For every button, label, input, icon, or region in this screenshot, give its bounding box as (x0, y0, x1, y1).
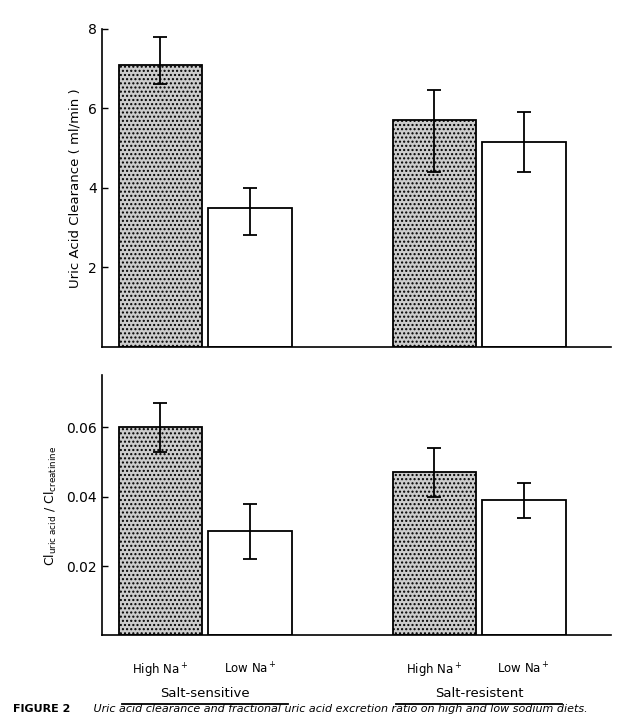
Bar (208, 531, 292, 635)
Text: Low Na$^+$: Low Na$^+$ (223, 378, 276, 393)
Text: FIGURE 2: FIGURE 2 (13, 704, 70, 714)
Bar (392, 120, 476, 347)
Bar (118, 427, 202, 635)
Bar (118, 65, 202, 347)
Text: High Na$^+$: High Na$^+$ (132, 661, 189, 679)
Text: High Na$^+$: High Na$^+$ (406, 378, 462, 396)
Text: Low Na$^+$: Low Na$^+$ (497, 661, 550, 677)
Y-axis label: $\mathrm{Cl_{uric\ acid}\ /\ Cl_{creatinine}}$: $\mathrm{Cl_{uric\ acid}\ /\ Cl_{creatin… (43, 445, 59, 565)
Text: Uric acid clearance and fractional uric acid excretion ratio on high and low sod: Uric acid clearance and fractional uric … (83, 704, 587, 714)
Bar (208, 208, 292, 347)
Text: Salt-resistent: Salt-resistent (435, 687, 523, 700)
Text: High Na$^+$: High Na$^+$ (406, 661, 462, 679)
Text: High Na$^+$: High Na$^+$ (132, 378, 189, 396)
Text: Low Na$^+$: Low Na$^+$ (497, 378, 550, 393)
Text: Low Na$^+$: Low Na$^+$ (223, 661, 276, 677)
Bar (482, 142, 566, 347)
Bar (482, 500, 566, 635)
Bar (392, 472, 476, 635)
Y-axis label: Uric Acid Clearance ( ml/min ): Uric Acid Clearance ( ml/min ) (68, 88, 81, 287)
Text: Salt-sensitive: Salt-sensitive (160, 687, 250, 700)
